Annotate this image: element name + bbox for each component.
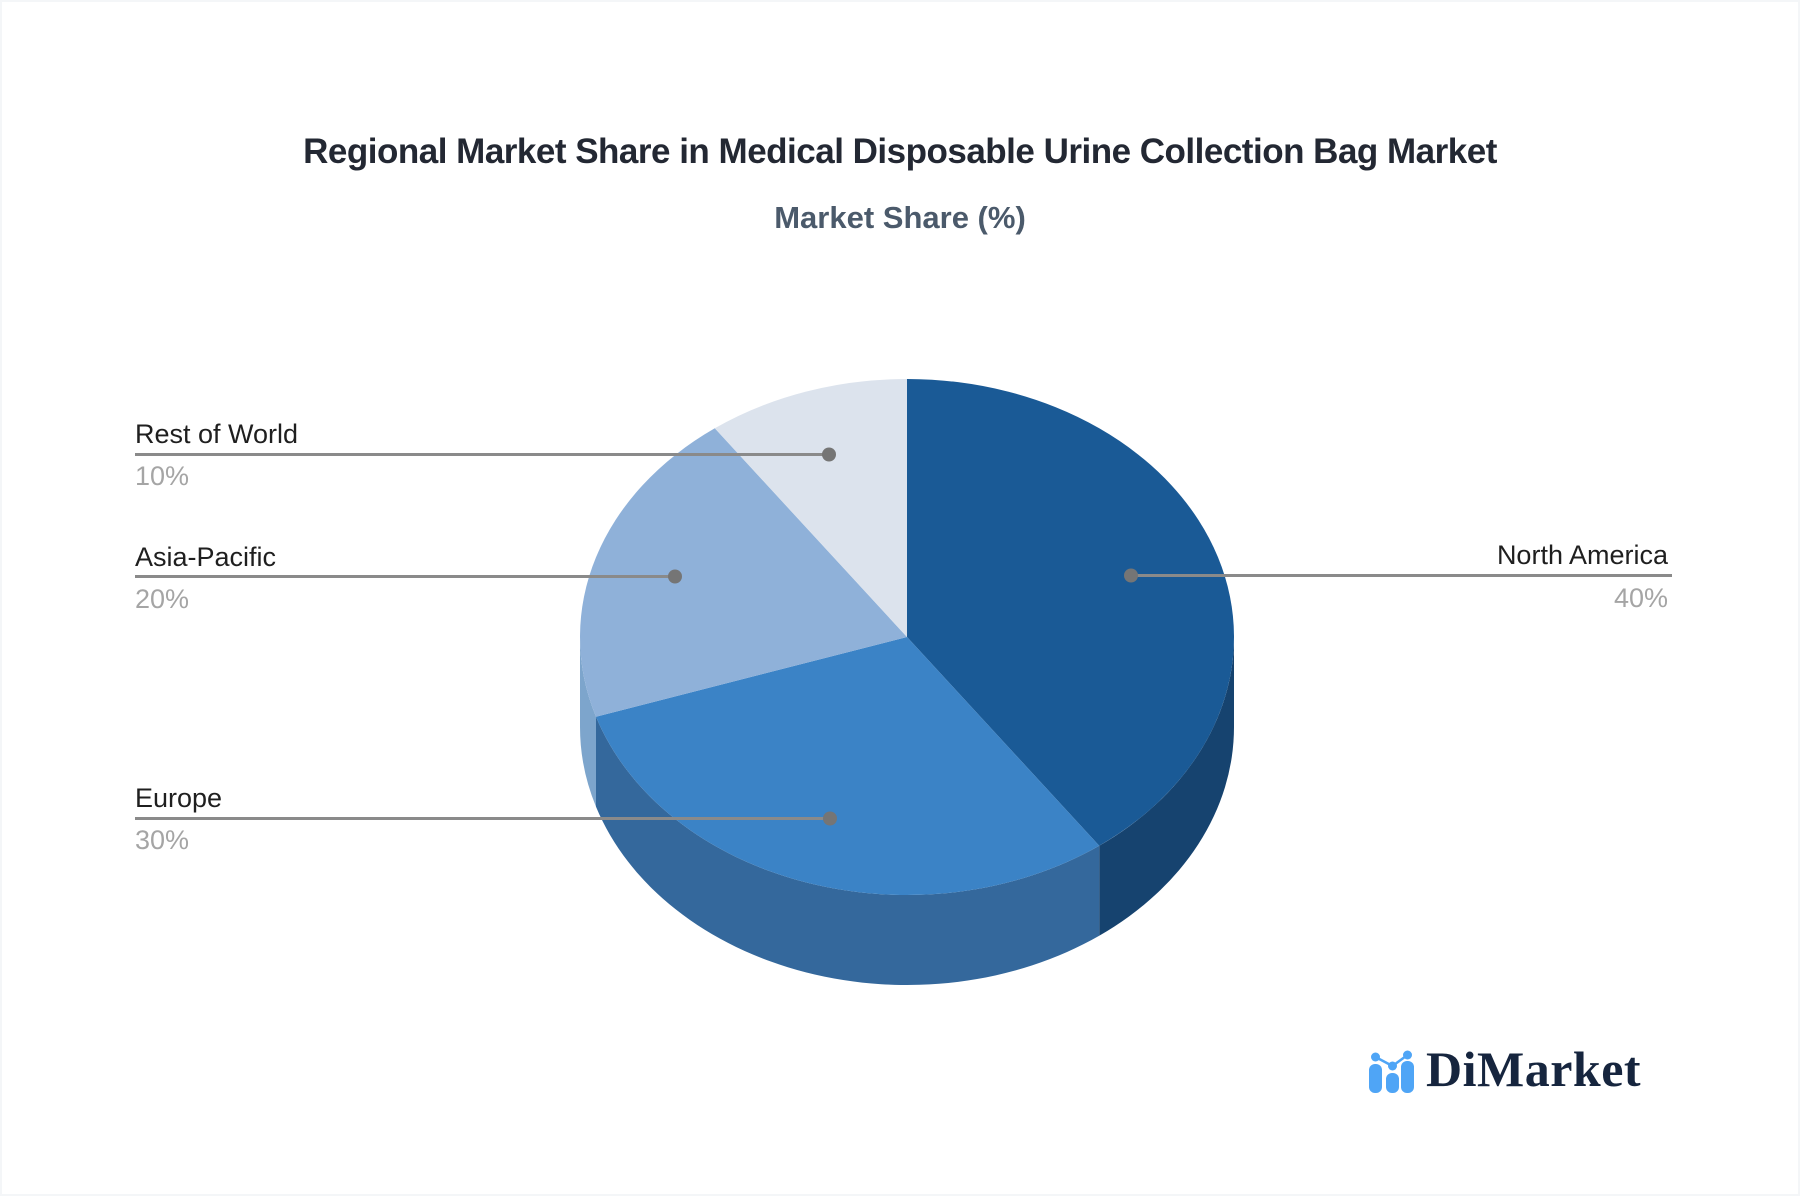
slice-value-north-america: 40% bbox=[1613, 583, 1668, 613]
slice-value-asia-pacific: 20% bbox=[135, 584, 190, 614]
pie-side-europe bbox=[596, 716, 1100, 985]
leader-dot-north-america bbox=[1124, 568, 1138, 583]
brand-logo-text: DiMarket bbox=[1426, 1041, 1642, 1097]
brand-logo: DiMarket bbox=[1368, 1042, 1641, 1098]
slice-label-rest-of-world: Rest of World bbox=[135, 419, 299, 449]
pie-slice-europe bbox=[596, 637, 1100, 895]
leader-dot-asia-pacific bbox=[668, 569, 682, 584]
slice-value-europe: 30% bbox=[135, 825, 190, 855]
slice-label-asia-pacific: Asia-Pacific bbox=[135, 542, 277, 572]
bar-line-chart-icon bbox=[1369, 1050, 1414, 1093]
pie-slice-north-america bbox=[907, 379, 1234, 846]
slice-value-rest-of-world: 10% bbox=[135, 461, 190, 491]
leader-dot-rest-of-world bbox=[822, 447, 836, 462]
slice-label-europe: Europe bbox=[135, 783, 223, 813]
pie-side-asia-pacific bbox=[580, 637, 597, 807]
pie-side-north-america bbox=[1099, 637, 1234, 936]
pie-slice-asia-pacific bbox=[580, 428, 907, 717]
chart-title: Regional Market Share in Medical Disposa… bbox=[303, 132, 1497, 171]
leader-dot-europe bbox=[823, 811, 837, 826]
pie-slice-rest-of-world bbox=[714, 379, 907, 637]
slice-label-north-america: North America bbox=[1496, 540, 1668, 570]
chart-subtitle: Market Share (%) bbox=[774, 200, 1026, 235]
